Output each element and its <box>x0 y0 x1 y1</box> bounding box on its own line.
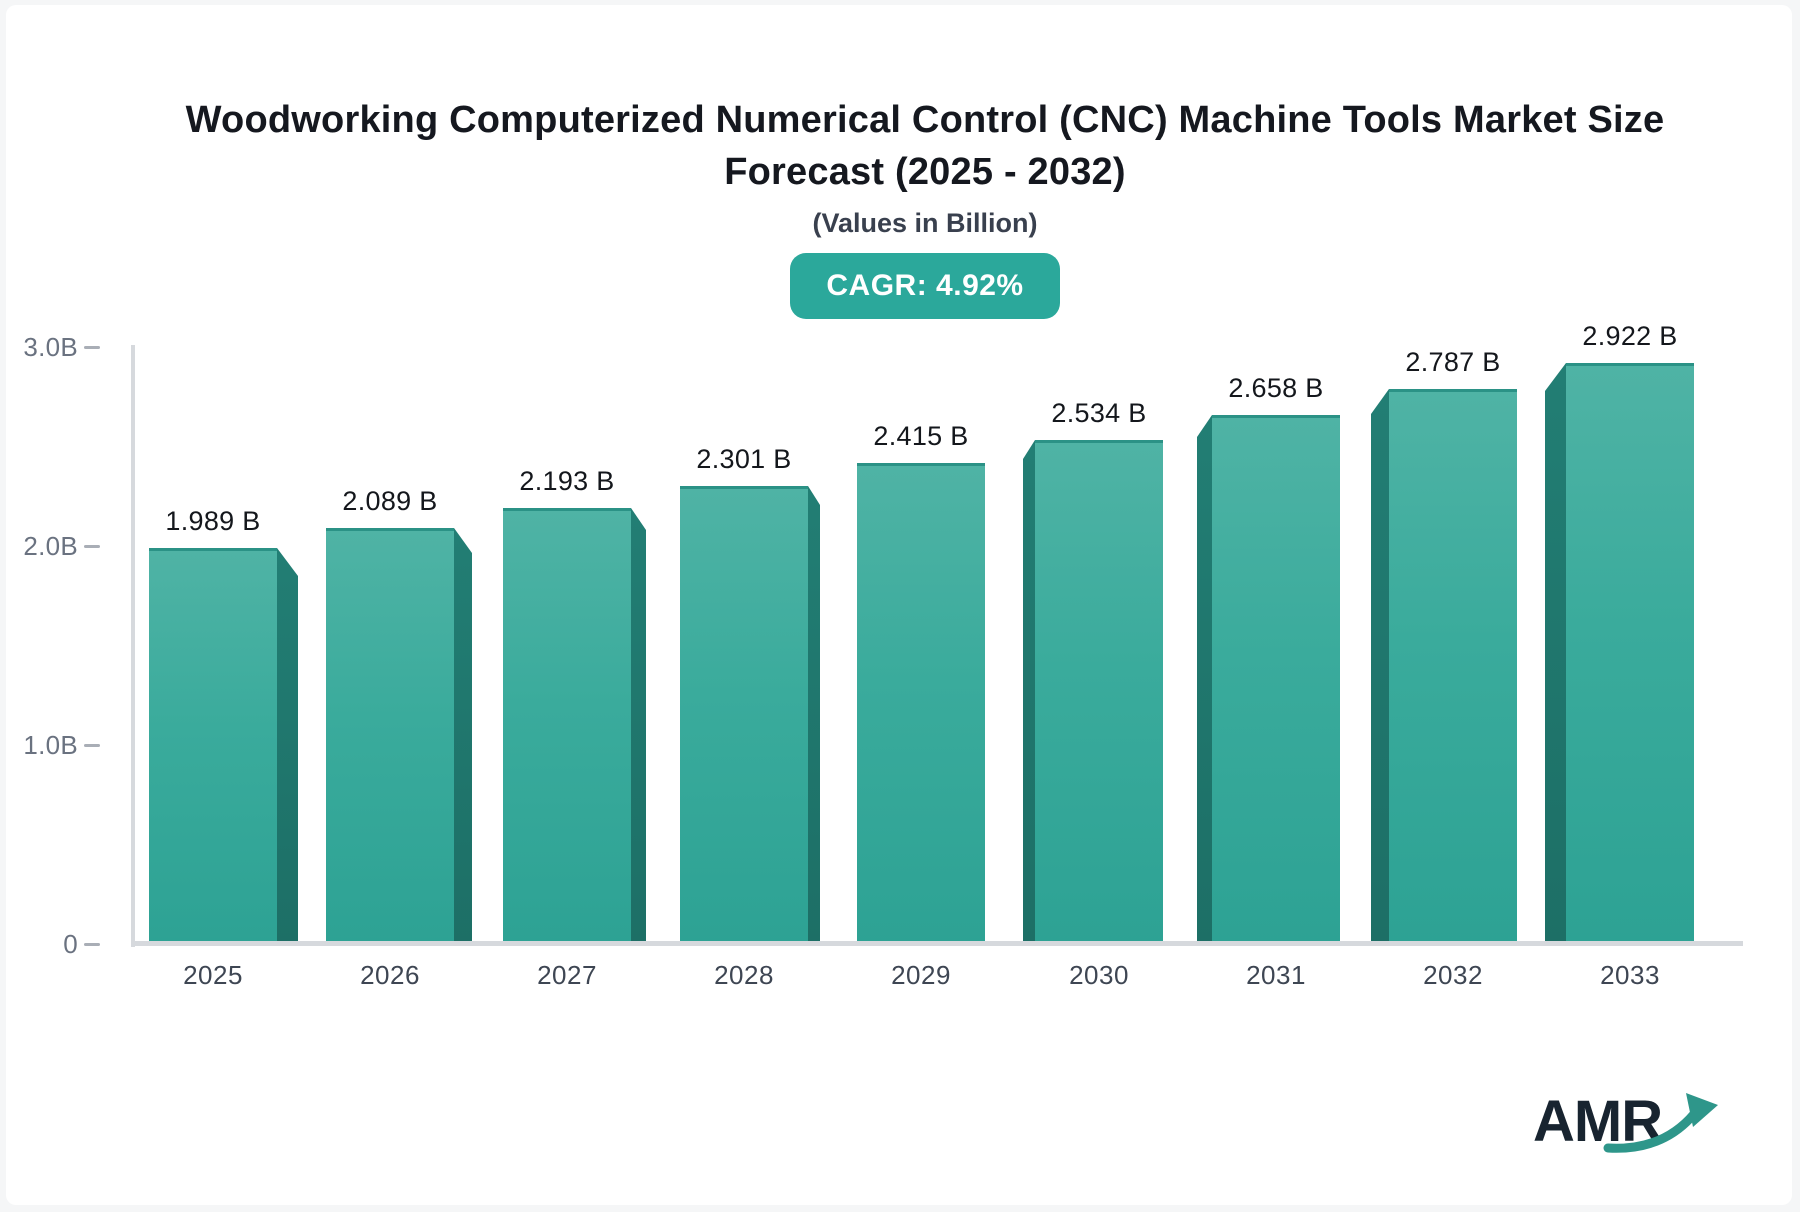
chart-header: Woodworking Computerized Numerical Contr… <box>100 94 1750 319</box>
x-tick-2029: 2029 <box>891 960 951 990</box>
bar-side-2026 <box>454 528 472 944</box>
amr-logo: AMR <box>1533 1088 1723 1158</box>
chart-title-line1: Woodworking Computerized Numerical Contr… <box>185 99 1665 141</box>
y-tick-dash-0 <box>84 943 100 946</box>
growth-arrow-icon <box>1603 1093 1718 1153</box>
bar-2028 <box>680 486 808 944</box>
bar-side-2031 <box>1197 415 1212 944</box>
y-tick-dash-3.0B <box>84 346 100 349</box>
y-tick-label-2.0B: 2.0B <box>23 531 78 561</box>
x-tick-2025: 2025 <box>183 960 243 990</box>
bar-2025 <box>149 548 277 944</box>
x-tick-2032: 2032 <box>1423 960 1483 990</box>
y-tick-label-0: 0 <box>63 929 78 959</box>
value-label-2030: 2.534 B <box>1051 398 1147 428</box>
x-tick-2030: 2030 <box>1069 960 1129 990</box>
chart-title-line2: Forecast (2025 - 2032) <box>724 151 1126 193</box>
x-tick-2031: 2031 <box>1246 960 1306 990</box>
value-label-2033: 2.922 B <box>1582 321 1678 351</box>
y-tick-dash-2.0B <box>84 545 100 548</box>
value-label-2025: 1.989 B <box>165 506 261 536</box>
value-label-2029: 2.415 B <box>873 421 969 451</box>
value-label-2026: 2.089 B <box>342 486 438 516</box>
bar-2033 <box>1566 363 1694 944</box>
bar-2032 <box>1389 389 1517 944</box>
bar-side-2032 <box>1371 389 1389 944</box>
chart-subtitle: (Values in Billion) <box>812 208 1038 238</box>
y-tick-dash-1.0B <box>84 744 100 747</box>
x-tick-2026: 2026 <box>360 960 420 990</box>
bar-2030 <box>1035 440 1163 944</box>
cagr-badge: CAGR: 4.92% <box>790 253 1060 319</box>
x-tick-2033: 2033 <box>1600 960 1660 990</box>
bar-side-2025 <box>277 548 298 944</box>
bar-side-2030 <box>1023 440 1035 944</box>
x-tick-2028: 2028 <box>714 960 774 990</box>
value-label-2031: 2.658 B <box>1228 373 1324 403</box>
y-tick-label-1.0B: 1.0B <box>23 730 78 760</box>
bar-2029 <box>857 463 985 944</box>
value-label-2027: 2.193 B <box>519 466 615 496</box>
value-label-2032: 2.787 B <box>1405 347 1501 377</box>
y-axis-line <box>131 345 135 947</box>
bar-2027 <box>503 508 631 944</box>
x-axis-line <box>131 941 1743 946</box>
bar-2031 <box>1212 415 1340 944</box>
x-tick-2027: 2027 <box>537 960 597 990</box>
bar-2026 <box>326 528 454 944</box>
value-label-2028: 2.301 B <box>696 444 792 474</box>
bar-side-2027 <box>631 508 646 944</box>
y-tick-label-3.0B: 3.0B <box>23 332 78 362</box>
bar-side-2028 <box>808 486 820 944</box>
bar-side-2033 <box>1545 363 1566 944</box>
